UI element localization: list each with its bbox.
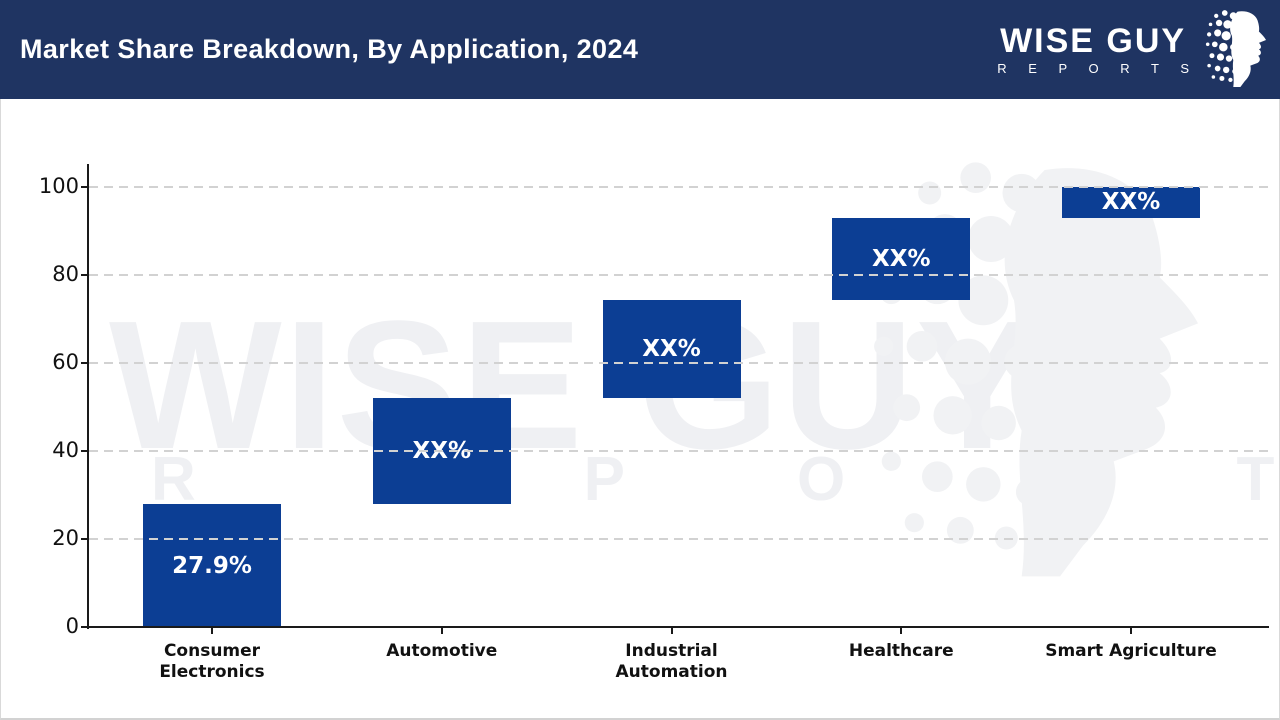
y-axis-tick-label: 0 xyxy=(65,614,79,638)
bar-value-label: XX% xyxy=(642,336,701,363)
header-bar: Market Share Breakdown, By Application, … xyxy=(0,0,1280,99)
logo-subtext: R E P O R T S xyxy=(997,60,1198,76)
logo-wordmark: WISE GUY xyxy=(1000,21,1187,60)
x-axis-category-label: Automotive xyxy=(386,641,498,661)
bar-value-label: 27.9% xyxy=(172,552,252,579)
bar-value-label: XX% xyxy=(1101,189,1161,216)
y-axis-tick-mark xyxy=(81,274,88,276)
y-axis-tick-label: 60 xyxy=(52,350,79,374)
x-axis-tick-mark xyxy=(1130,627,1132,634)
waterfall-bar: 27.9% xyxy=(143,504,281,627)
chart-area: WISE GUY R E P O R T S 02040608010027.9%… xyxy=(0,99,1280,720)
x-axis-tick-mark xyxy=(670,627,673,634)
x-axis-category-label: Smart Agriculture xyxy=(1045,641,1217,661)
y-axis-tick-mark xyxy=(81,450,88,452)
y-axis-tick-mark xyxy=(81,538,88,540)
x-axis-category-label: Healthcare xyxy=(848,641,954,661)
gridline xyxy=(89,362,1269,364)
x-axis-tick-mark xyxy=(440,627,443,634)
x-axis-category-label: Industrial Automation xyxy=(615,641,728,682)
y-axis-tick-mark xyxy=(81,186,88,188)
x-axis-tick-mark xyxy=(211,627,213,634)
gridline xyxy=(89,450,1269,452)
y-axis-line xyxy=(87,164,89,629)
logo-text: WISE GUY R E P O R T S xyxy=(988,24,1198,76)
y-axis-tick-label: 80 xyxy=(52,262,79,286)
watermark-wordmark: WISE GUY xyxy=(109,282,1041,487)
waterfall-bar: XX% xyxy=(832,217,971,301)
x-axis-tick-mark xyxy=(900,627,903,634)
x-axis-line xyxy=(87,626,1269,628)
y-axis-tick-mark xyxy=(81,626,88,628)
gridline xyxy=(89,186,1269,188)
y-axis-tick-label: 100 xyxy=(38,174,79,198)
y-axis-tick-label: 40 xyxy=(52,438,79,462)
y-axis-tick-label: 20 xyxy=(52,526,79,550)
gridline xyxy=(89,538,1269,540)
waterfall-bar: XX% xyxy=(602,300,741,399)
y-axis-tick-mark xyxy=(81,362,88,364)
gridline xyxy=(89,274,1269,276)
page-title: Market Share Breakdown, By Application, … xyxy=(20,34,639,64)
waterfall-bar: XX% xyxy=(1062,187,1200,218)
wiseguy-logo: WISE GUY R E P O R T S xyxy=(988,0,1266,99)
x-axis-category-label: Consumer Electronics xyxy=(159,641,265,682)
bar-value-label: XX% xyxy=(871,245,931,272)
